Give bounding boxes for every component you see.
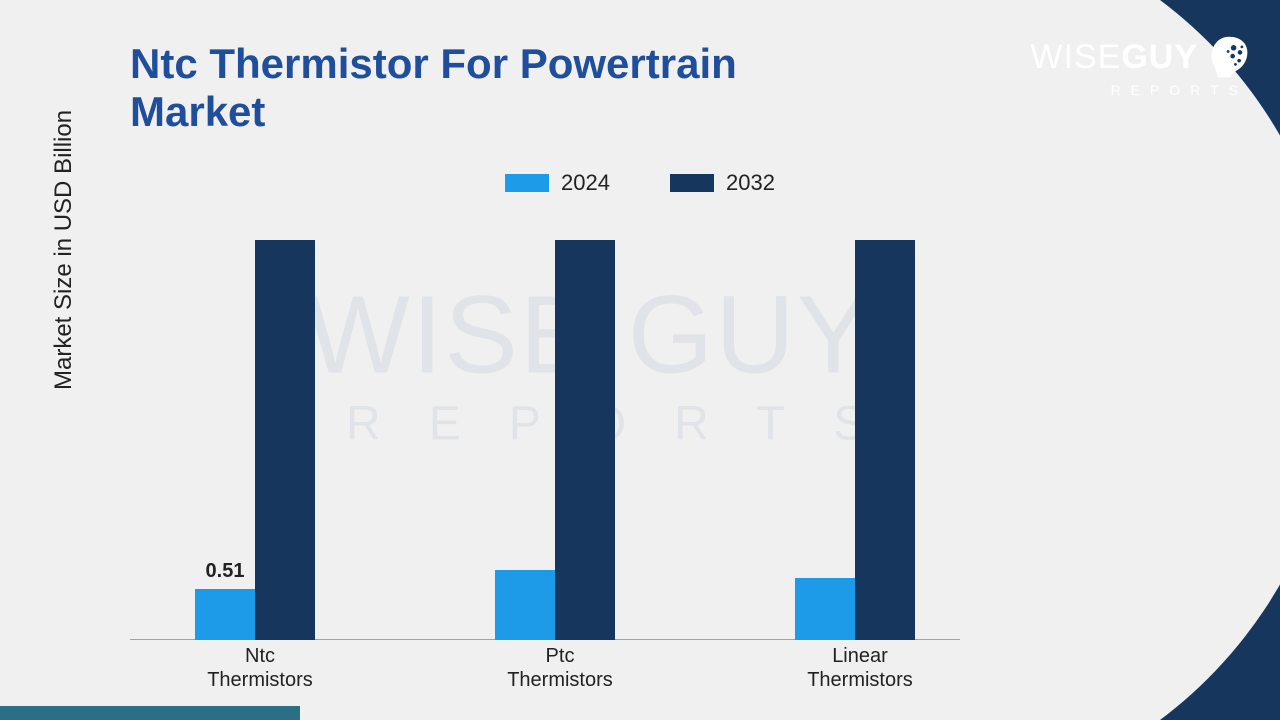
bar-group: PtcThermistors bbox=[470, 240, 650, 640]
legend-label: 2032 bbox=[726, 170, 775, 196]
bar-series-2024 bbox=[495, 570, 555, 640]
brand-text: WISEGUY bbox=[1030, 38, 1198, 77]
legend-swatch bbox=[670, 174, 714, 192]
legend-label: 2024 bbox=[561, 170, 610, 196]
bar-series-2032 bbox=[555, 240, 615, 640]
category-label: LinearThermistors bbox=[770, 644, 950, 692]
bar-group-bars bbox=[770, 240, 950, 640]
y-axis-label: Market Size in USD Billion bbox=[50, 110, 78, 390]
bar-series-2024 bbox=[195, 589, 255, 640]
legend-item: 2032 bbox=[670, 170, 775, 196]
bar-series-2032 bbox=[855, 240, 915, 640]
legend-item: 2024 bbox=[505, 170, 610, 196]
category-label: PtcThermistors bbox=[470, 644, 650, 692]
bar-group-bars bbox=[470, 240, 650, 640]
page-root: WISE GUY REPORTS Ntc Thermistor For Powe… bbox=[0, 0, 1280, 720]
legend-swatch bbox=[505, 174, 549, 192]
category-label: NtcThermistors bbox=[170, 644, 350, 692]
bar-group: 0.51NtcThermistors bbox=[170, 240, 350, 640]
bar-value-label: 0.51 bbox=[185, 560, 265, 583]
bar-chart: 0.51NtcThermistors PtcThermistors LinearTh… bbox=[130, 210, 960, 640]
brand-subtext: REPORTS bbox=[1030, 82, 1248, 98]
brand-head-icon bbox=[1206, 34, 1252, 80]
bar-group: LinearThermistors bbox=[770, 240, 950, 640]
footer-accent-bar bbox=[0, 706, 300, 720]
brand-logo: WISEGUY REPORTS bbox=[1030, 34, 1252, 98]
chart-legend: 2024 2032 bbox=[0, 170, 1280, 196]
bar-group-bars: 0.51 bbox=[170, 240, 350, 640]
chart-title: Ntc Thermistor For Powertrain Market bbox=[130, 40, 810, 137]
bar-series-2024 bbox=[795, 578, 855, 640]
